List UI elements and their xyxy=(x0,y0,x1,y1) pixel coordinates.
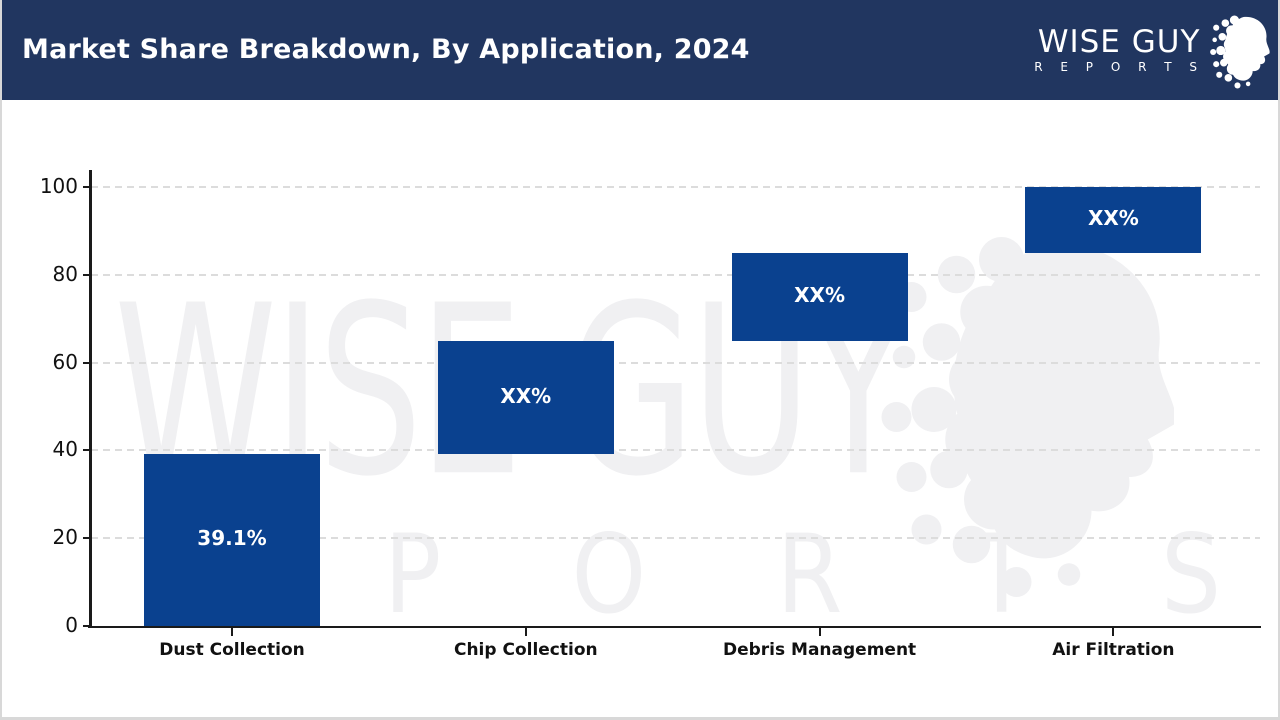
x-tick-mark-dust-collection xyxy=(231,628,233,636)
x-tick-mark-air-filtration xyxy=(1112,628,1115,636)
logo-head-icon xyxy=(1210,15,1270,89)
x-tick-label-air-filtration: Air Filtration xyxy=(1052,640,1175,660)
y-tick-label-20: 20 xyxy=(52,525,78,550)
x-tick-mark-debris-management xyxy=(818,628,821,636)
y-tick-mark-20 xyxy=(83,537,91,540)
bar-air-filtration xyxy=(1025,187,1202,253)
y-tick-label-60: 60 xyxy=(52,349,78,374)
watermark-head-icon xyxy=(881,237,1174,597)
x-tick-label-debris-management: Debris Management xyxy=(722,640,917,660)
page-title: Market Share Breakdown, By Application, … xyxy=(22,34,750,65)
y-tick-mark-0 xyxy=(83,625,91,627)
y-tick-label-0: 0 xyxy=(65,613,78,637)
bar-value-label-air-filtration: XX% xyxy=(1087,205,1139,230)
logo-wordmark: WISE GUY xyxy=(1037,24,1201,60)
x-tick-label-dust-collection: Dust Collection xyxy=(159,640,305,660)
y-gridline-100 xyxy=(91,186,1260,188)
bar-value-label-chip-collection: XX% xyxy=(500,383,552,408)
bar-dust-collection xyxy=(144,454,320,626)
y-tick-mark-60 xyxy=(83,361,91,364)
y-tick-label-100: 100 xyxy=(39,174,78,198)
x-tick-label-chip-collection: Chip Collection xyxy=(453,640,598,660)
logo-subtitle: R E P O R T S xyxy=(1034,60,1204,74)
y-gridline-80 xyxy=(91,273,1260,276)
y-tick-mark-100 xyxy=(83,186,91,188)
bar-value-label-debris-management: XX% xyxy=(794,282,846,307)
bar-debris-management xyxy=(731,252,908,341)
bar-chip-collection xyxy=(437,340,614,455)
y-gridline-20 xyxy=(91,537,1260,540)
y-gridline-60 xyxy=(91,361,1260,364)
y-axis-line xyxy=(89,170,92,628)
logo-text-block: WISE GUY R E P O R T S xyxy=(1034,26,1204,74)
y-tick-mark-40 xyxy=(83,449,91,452)
y-tick-label-40: 40 xyxy=(52,437,78,462)
brand-logo: WISE GUY R E P O R T S xyxy=(1012,10,1270,92)
y-gridline-40 xyxy=(91,449,1260,452)
header-bar: Market Share Breakdown, By Application, … xyxy=(2,0,1278,100)
y-tick-mark-80 xyxy=(83,273,91,276)
x-axis-line xyxy=(88,625,1261,628)
x-tick-mark-chip-collection xyxy=(524,628,527,636)
y-tick-label-80: 80 xyxy=(52,261,78,286)
bar-value-label-dust-collection: 39.1% xyxy=(197,526,267,551)
